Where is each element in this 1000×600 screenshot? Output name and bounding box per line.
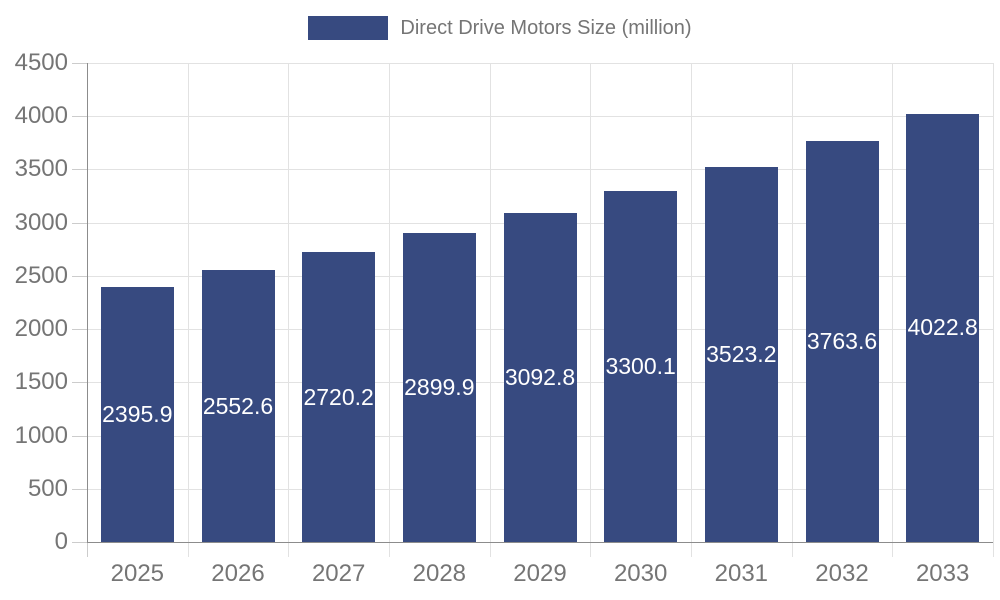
legend-label: Direct Drive Motors Size (million) <box>400 16 692 39</box>
bar-value-label: 2395.9 <box>102 400 173 427</box>
y-axis-tick <box>72 542 87 543</box>
bar-value-label: 2720.2 <box>303 383 374 410</box>
bar-value-label: 3523.2 <box>706 340 777 367</box>
bar-2028[interactable]: 2899.9 <box>402 233 476 542</box>
x-axis-tick-label: 2032 <box>815 560 869 587</box>
bar-2029[interactable]: 3092.8 <box>503 212 577 542</box>
y-axis-tick <box>72 116 87 118</box>
y-axis-line <box>87 63 88 542</box>
bar-2025[interactable]: 2395.9 <box>100 286 174 542</box>
y-axis-tick-label: 3500 <box>14 155 68 183</box>
x-axis-tick-label: 2028 <box>412 560 467 587</box>
x-axis-tick-label: 2025 <box>110 560 165 587</box>
bar-2032[interactable]: 3763.6 <box>805 141 879 542</box>
y-axis-tick-label: 2500 <box>14 261 68 289</box>
bar-2026[interactable]: 2552.6 <box>201 270 275 542</box>
x-gridline <box>691 63 692 557</box>
legend-swatch <box>308 16 389 40</box>
x-axis-tick-label: 2033 <box>915 560 970 587</box>
x-axis-tick-label: 2027 <box>311 560 366 587</box>
x-gridline <box>389 63 390 557</box>
y-axis-tick-label: 1000 <box>14 421 68 449</box>
x-gridline <box>993 63 994 557</box>
y-axis-tick <box>72 63 87 64</box>
y-axis-tick-label: 1500 <box>14 368 68 396</box>
y-axis-tick-label: 4000 <box>14 102 68 130</box>
bar-value-label: 3300.1 <box>605 352 676 379</box>
bar-2030[interactable]: 3300.1 <box>604 190 678 542</box>
bar-value-label: 4022.8 <box>907 314 978 341</box>
y-axis-tick <box>72 382 87 384</box>
x-gridline <box>590 63 592 557</box>
y-axis-tick <box>72 488 87 490</box>
x-axis-tick-label: 2030 <box>613 560 668 587</box>
x-axis-tick-label: 2026 <box>211 560 265 587</box>
x-gridline <box>791 63 793 557</box>
y-gridline <box>87 116 993 118</box>
y-axis-tick <box>72 329 87 331</box>
bar-value-label: 3092.8 <box>504 363 576 390</box>
y-axis-tick-label: 0 <box>54 528 68 555</box>
x-gridline <box>187 63 189 557</box>
y-axis-tick-label: 500 <box>27 474 68 502</box>
y-axis-tick <box>72 169 87 171</box>
y-gridline <box>87 63 993 64</box>
x-axis-tick-label: 2031 <box>714 560 769 587</box>
x-axis-tick <box>87 542 88 557</box>
x-gridline <box>288 63 290 557</box>
bar-value-label: 2552.6 <box>202 392 274 419</box>
bar-2031[interactable]: 3523.2 <box>704 166 778 542</box>
x-gridline <box>892 63 894 557</box>
legend[interactable]: Direct Drive Motors Size (million) <box>0 16 1000 40</box>
bar-value-label: 2899.9 <box>404 374 475 401</box>
y-axis-tick <box>72 275 87 277</box>
y-axis-tick-label: 3000 <box>14 208 68 236</box>
y-gridline <box>87 169 993 171</box>
bar-value-label: 3763.6 <box>806 328 878 355</box>
x-axis-tick-label: 2029 <box>513 560 567 587</box>
y-axis-tick-label: 4500 <box>14 49 68 76</box>
bar-2027[interactable]: 2720.2 <box>302 252 376 542</box>
y-axis-tick <box>72 435 87 437</box>
x-axis-line <box>87 542 993 543</box>
y-axis-tick <box>72 222 87 224</box>
y-axis-tick-label: 2000 <box>14 315 68 343</box>
bar-2033[interactable]: 4022.8 <box>906 113 980 542</box>
x-gridline <box>489 63 491 557</box>
